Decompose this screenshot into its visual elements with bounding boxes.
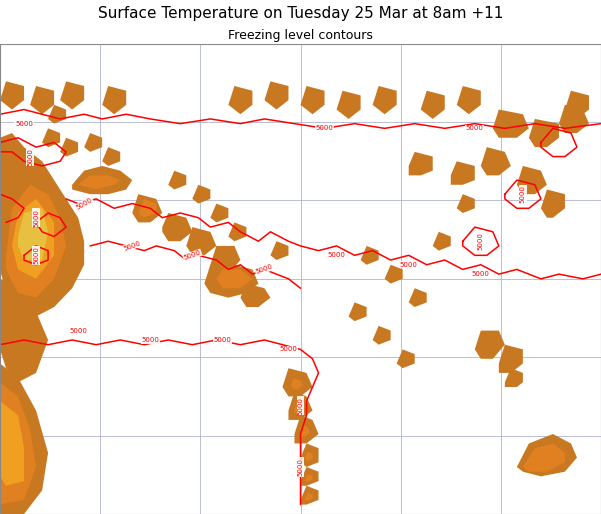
Text: 5000: 5000 xyxy=(297,458,304,476)
Polygon shape xyxy=(0,81,24,109)
Polygon shape xyxy=(270,241,288,260)
Polygon shape xyxy=(559,105,589,133)
Polygon shape xyxy=(523,444,565,472)
Text: 5000: 5000 xyxy=(33,209,39,227)
Text: 5000: 5000 xyxy=(316,125,334,132)
Text: 5000: 5000 xyxy=(15,121,33,126)
Polygon shape xyxy=(216,269,252,288)
Polygon shape xyxy=(373,86,397,114)
Polygon shape xyxy=(138,199,156,218)
Polygon shape xyxy=(517,434,577,476)
Text: 5000: 5000 xyxy=(520,185,526,203)
Polygon shape xyxy=(517,166,547,194)
Polygon shape xyxy=(541,190,565,218)
Polygon shape xyxy=(0,401,24,486)
Polygon shape xyxy=(210,246,240,274)
Polygon shape xyxy=(294,415,319,444)
Polygon shape xyxy=(361,246,379,265)
Text: 5000: 5000 xyxy=(75,196,93,211)
Polygon shape xyxy=(132,194,162,223)
Polygon shape xyxy=(475,331,505,359)
Polygon shape xyxy=(294,401,304,413)
Polygon shape xyxy=(42,128,60,147)
Polygon shape xyxy=(433,232,451,251)
Polygon shape xyxy=(421,90,445,119)
Polygon shape xyxy=(451,161,475,185)
Text: 5000: 5000 xyxy=(472,271,490,277)
Polygon shape xyxy=(228,223,246,241)
Polygon shape xyxy=(102,147,120,166)
Text: 5000: 5000 xyxy=(279,346,297,353)
Text: 5000: 5000 xyxy=(400,262,418,268)
Polygon shape xyxy=(300,444,319,467)
Text: 5000: 5000 xyxy=(213,337,231,343)
Polygon shape xyxy=(305,493,313,500)
Polygon shape xyxy=(493,109,529,138)
Polygon shape xyxy=(0,133,84,317)
Text: 5000: 5000 xyxy=(297,397,304,415)
Polygon shape xyxy=(457,86,481,114)
Polygon shape xyxy=(168,171,186,190)
Polygon shape xyxy=(210,204,228,223)
Polygon shape xyxy=(499,345,523,373)
Polygon shape xyxy=(264,81,288,109)
Polygon shape xyxy=(291,378,303,390)
Text: 5000: 5000 xyxy=(123,240,142,252)
Polygon shape xyxy=(0,382,36,505)
Polygon shape xyxy=(0,363,48,514)
Polygon shape xyxy=(300,86,325,114)
Polygon shape xyxy=(60,138,78,157)
Text: 5000: 5000 xyxy=(141,337,159,343)
Polygon shape xyxy=(409,152,433,175)
Polygon shape xyxy=(481,147,511,175)
Polygon shape xyxy=(0,279,48,382)
Polygon shape xyxy=(305,474,313,482)
Polygon shape xyxy=(6,185,66,298)
Text: 5000: 5000 xyxy=(255,264,274,276)
Polygon shape xyxy=(282,368,313,396)
Polygon shape xyxy=(240,284,270,307)
Text: 5000: 5000 xyxy=(328,252,346,259)
Polygon shape xyxy=(397,350,415,368)
Text: 5000: 5000 xyxy=(466,125,484,132)
Polygon shape xyxy=(162,213,192,241)
Polygon shape xyxy=(192,185,210,204)
Polygon shape xyxy=(186,227,216,255)
Polygon shape xyxy=(60,81,84,109)
Polygon shape xyxy=(385,265,403,284)
Text: 5000: 5000 xyxy=(27,148,33,166)
Polygon shape xyxy=(30,86,54,114)
Polygon shape xyxy=(529,119,559,147)
Polygon shape xyxy=(102,86,126,114)
Polygon shape xyxy=(84,133,102,152)
Polygon shape xyxy=(204,265,258,298)
Polygon shape xyxy=(373,326,391,345)
Polygon shape xyxy=(12,199,54,279)
Polygon shape xyxy=(72,166,132,194)
Text: Surface Temperature on Tuesday 25 Mar at 8am +11: Surface Temperature on Tuesday 25 Mar at… xyxy=(98,7,503,22)
Polygon shape xyxy=(300,425,310,436)
Polygon shape xyxy=(457,194,475,213)
Text: Freezing level contours: Freezing level contours xyxy=(228,29,373,42)
Text: 5000: 5000 xyxy=(478,232,484,250)
Polygon shape xyxy=(288,392,313,420)
Polygon shape xyxy=(337,90,361,119)
Polygon shape xyxy=(228,86,252,114)
Polygon shape xyxy=(78,175,120,190)
Polygon shape xyxy=(18,208,48,260)
Text: 5000: 5000 xyxy=(69,327,87,334)
Polygon shape xyxy=(505,368,523,387)
Polygon shape xyxy=(349,302,367,321)
Text: 5000: 5000 xyxy=(33,246,39,264)
Polygon shape xyxy=(305,451,313,461)
Polygon shape xyxy=(300,486,319,505)
Polygon shape xyxy=(409,288,427,307)
Text: 5000: 5000 xyxy=(183,249,202,261)
Polygon shape xyxy=(300,467,319,486)
Polygon shape xyxy=(48,105,66,124)
Polygon shape xyxy=(565,90,589,119)
